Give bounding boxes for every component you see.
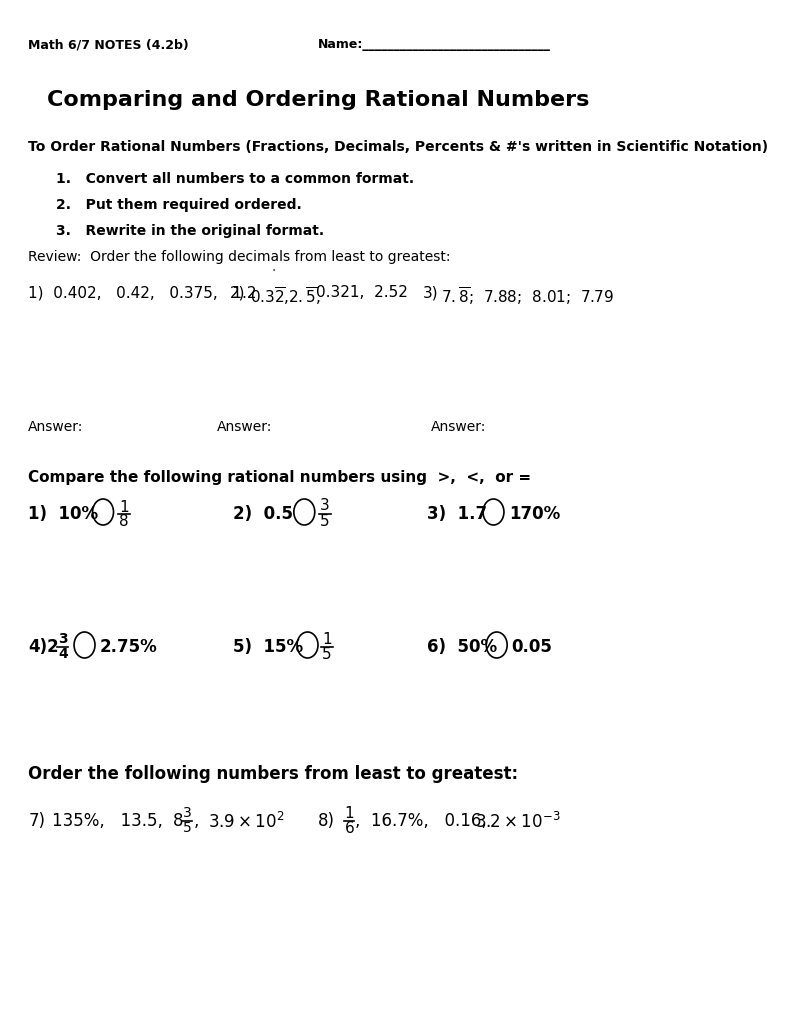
Text: 6)  50%: 6) 50% — [426, 638, 497, 656]
Text: Answer:: Answer: — [218, 420, 273, 434]
Text: 6: 6 — [345, 821, 354, 836]
Text: Math 6/7 NOTES (4.2b): Math 6/7 NOTES (4.2b) — [28, 38, 189, 51]
Text: Review:  Order the following decimals from least to greatest:: Review: Order the following decimals fro… — [28, 250, 451, 264]
Text: 8: 8 — [119, 514, 129, 529]
Text: Order the following numbers from least to greatest:: Order the following numbers from least t… — [28, 765, 518, 783]
Text: 5: 5 — [183, 821, 191, 835]
Text: Name:______________________________: Name:______________________________ — [318, 38, 551, 51]
Text: 1: 1 — [119, 500, 129, 515]
Text: $3.9 \times 10^2$: $3.9 \times 10^2$ — [208, 812, 284, 833]
Text: 1: 1 — [322, 632, 331, 647]
Text: 1.   Convert all numbers to a common format.: 1. Convert all numbers to a common forma… — [56, 172, 414, 186]
Text: 8): 8) — [318, 812, 335, 830]
Text: 1)  0.402,   0.42,   0.375,   1.2: 1) 0.402, 0.42, 0.375, 1.2 — [28, 285, 256, 300]
Text: 4): 4) — [28, 638, 47, 656]
Text: 0.321,  2.52: 0.321, 2.52 — [316, 285, 408, 300]
Text: Comparing and Ordering Rational Numbers: Comparing and Ordering Rational Numbers — [47, 90, 589, 110]
Text: 2)  0.5: 2) 0.5 — [233, 505, 293, 523]
Text: 3: 3 — [58, 632, 67, 646]
Text: $2.\overline{5}$,: $2.\overline{5}$, — [288, 285, 321, 307]
Text: ,: , — [193, 812, 199, 830]
Text: 3): 3) — [422, 285, 438, 300]
Text: $0.3\overline{2}$,: $0.3\overline{2}$, — [249, 285, 289, 307]
Text: 1: 1 — [345, 806, 354, 821]
Text: Answer:: Answer: — [430, 420, 486, 434]
Text: Compare the following rational numbers using  >,  <,  or =: Compare the following rational numbers u… — [28, 470, 532, 485]
Text: $7.\overline{8}$;  7.88;  8.01;  7.79: $7.\overline{8}$; 7.88; 8.01; 7.79 — [441, 285, 614, 307]
Text: To Order Rational Numbers (Fractions, Decimals, Percents & #'s written in Scient: To Order Rational Numbers (Fractions, De… — [28, 140, 768, 154]
Text: 3: 3 — [183, 806, 191, 820]
Text: 2.   Put them required ordered.: 2. Put them required ordered. — [56, 198, 302, 212]
Text: 1)  10%: 1) 10% — [28, 505, 98, 523]
Text: 3.   Rewrite in the original format.: 3. Rewrite in the original format. — [56, 224, 324, 238]
Text: 3)  1.7: 3) 1.7 — [426, 505, 486, 523]
Text: $3.2 \times 10^{-3}$: $3.2 \times 10^{-3}$ — [475, 812, 561, 833]
Text: 5: 5 — [322, 647, 331, 662]
Text: 5)  15%: 5) 15% — [233, 638, 304, 656]
Text: 3: 3 — [320, 498, 329, 513]
Text: 7): 7) — [28, 812, 45, 830]
Text: 5: 5 — [320, 514, 329, 529]
Text: 2): 2) — [229, 285, 245, 300]
Text: 0.05: 0.05 — [511, 638, 552, 656]
Text: ,  16.7%,   0.16,: , 16.7%, 0.16, — [355, 812, 486, 830]
Text: 4: 4 — [58, 647, 68, 662]
Text: Answer:: Answer: — [28, 420, 84, 434]
Text: 2.75%: 2.75% — [100, 638, 157, 656]
Text: 135%,   13.5,: 135%, 13.5, — [52, 812, 163, 830]
Text: 8: 8 — [173, 812, 184, 830]
Text: 2: 2 — [47, 638, 59, 656]
Text: 170%: 170% — [509, 505, 560, 523]
